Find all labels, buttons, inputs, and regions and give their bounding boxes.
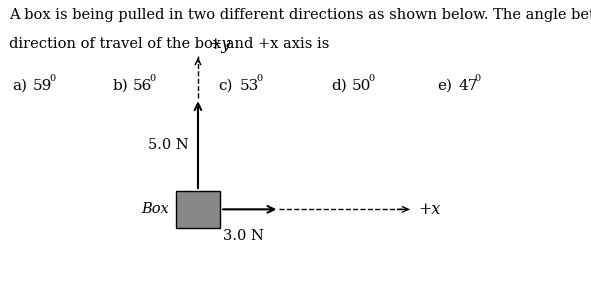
Text: c): c) bbox=[219, 79, 233, 93]
Text: 3.0 N: 3.0 N bbox=[223, 229, 264, 243]
Bar bbox=[176, 191, 220, 228]
Text: 0: 0 bbox=[49, 74, 55, 83]
Text: 0: 0 bbox=[256, 74, 262, 83]
Text: 47: 47 bbox=[458, 79, 478, 93]
Text: e): e) bbox=[437, 79, 452, 93]
Text: 50: 50 bbox=[352, 79, 371, 93]
Text: +y: +y bbox=[209, 37, 231, 53]
Text: 59: 59 bbox=[33, 79, 52, 93]
Text: a): a) bbox=[12, 79, 27, 93]
Text: d): d) bbox=[331, 79, 347, 93]
Text: 56: 56 bbox=[133, 79, 152, 93]
Text: 0: 0 bbox=[150, 74, 155, 83]
Text: 53: 53 bbox=[239, 79, 259, 93]
Text: Box: Box bbox=[141, 202, 169, 216]
Text: A box is being pulled in two different directions as shown below. The angle betw: A box is being pulled in two different d… bbox=[9, 8, 591, 22]
Text: 0: 0 bbox=[368, 74, 374, 83]
Text: 5.0 N: 5.0 N bbox=[148, 138, 189, 152]
Text: b): b) bbox=[112, 79, 128, 93]
Text: +x: +x bbox=[418, 201, 440, 218]
Text: 0: 0 bbox=[475, 74, 480, 83]
Text: direction of travel of the box and +x axis is: direction of travel of the box and +x ax… bbox=[9, 37, 329, 51]
